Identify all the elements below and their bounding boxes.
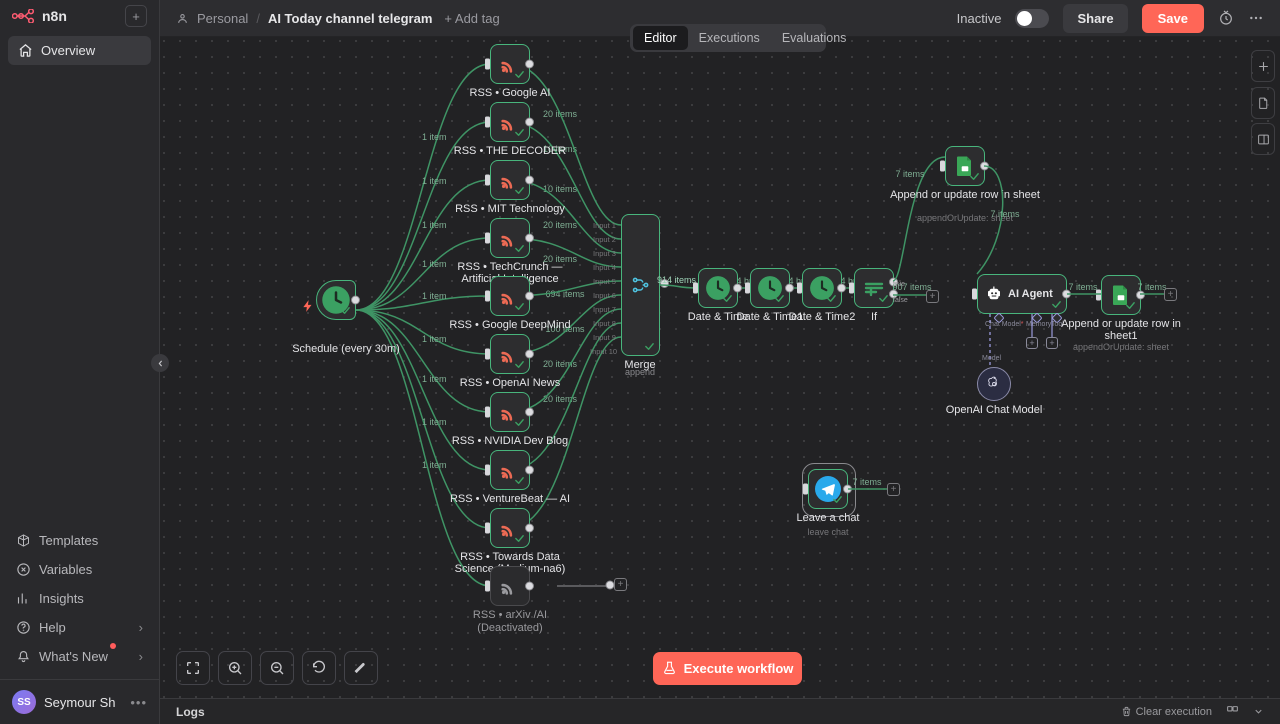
svg-text:1 item: 1 item — [422, 291, 447, 301]
svg-text:1 item: 1 item — [422, 176, 447, 186]
svg-text:694 items: 694 items — [545, 289, 585, 299]
svg-text:7 items: 7 items — [1068, 282, 1098, 292]
svg-text:10 items: 10 items — [543, 184, 578, 194]
svg-text:1 item: 1 item — [422, 460, 447, 470]
svg-text:1 item: 1 item — [422, 132, 447, 142]
svg-text:20 items: 20 items — [543, 359, 578, 369]
svg-text:1 item: 1 item — [422, 220, 447, 230]
svg-text:7 items: 7 items — [852, 477, 882, 487]
svg-text:20 items: 20 items — [543, 220, 578, 230]
svg-text:20 items: 20 items — [543, 109, 578, 119]
svg-text:20 items: 20 items — [543, 394, 578, 404]
svg-text:7 items: 7 items — [895, 169, 925, 179]
svg-text:1 item: 1 item — [422, 334, 447, 344]
svg-text:1 item: 1 item — [422, 417, 447, 427]
